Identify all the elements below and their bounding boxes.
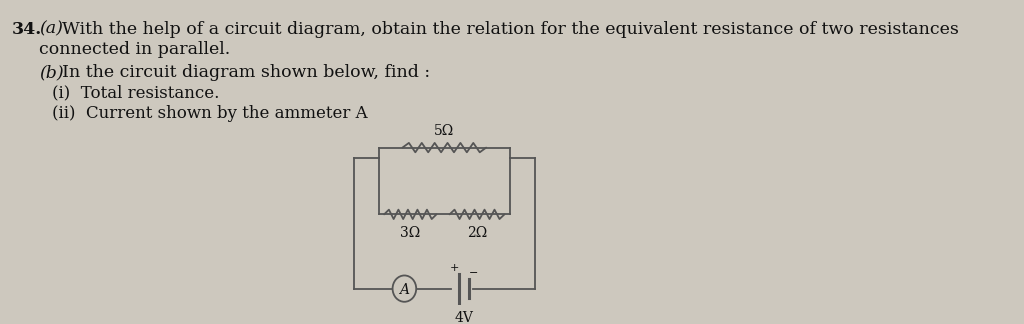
Text: (i)  Total resistance.: (i) Total resistance. <box>52 85 220 102</box>
Text: (a): (a) <box>39 21 62 38</box>
Text: connected in parallel.: connected in parallel. <box>39 41 230 58</box>
Text: In the circuit diagram shown below, find :: In the circuit diagram shown below, find… <box>61 64 430 81</box>
Circle shape <box>392 275 416 302</box>
Text: 5Ω: 5Ω <box>434 124 455 138</box>
Text: 2Ω: 2Ω <box>467 226 487 240</box>
Text: (b): (b) <box>39 64 63 81</box>
Text: (ii)  Current shown by the ammeter A: (ii) Current shown by the ammeter A <box>52 105 368 122</box>
Text: 34.: 34. <box>12 21 42 38</box>
Text: 3Ω: 3Ω <box>400 226 421 240</box>
Text: 4V: 4V <box>455 311 473 324</box>
Text: With the help of a circuit diagram, obtain the relation for the equivalent resis: With the help of a circuit diagram, obta… <box>61 21 958 38</box>
Text: −: − <box>469 268 478 278</box>
Text: +: + <box>451 263 460 272</box>
Text: A: A <box>399 283 410 296</box>
